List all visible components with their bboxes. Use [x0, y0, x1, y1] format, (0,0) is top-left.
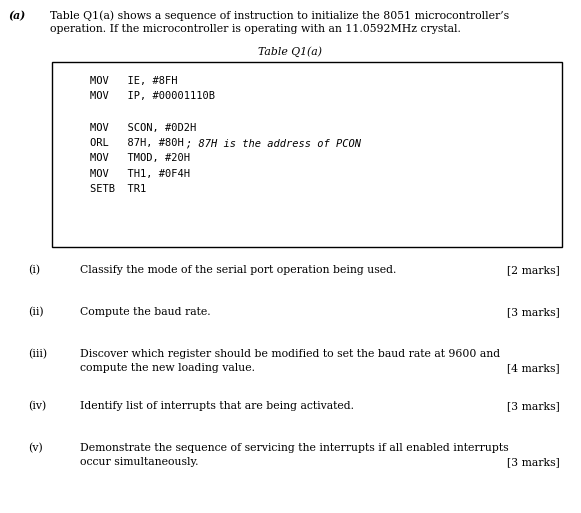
Text: Table Q1(a): Table Q1(a) [258, 46, 322, 56]
Text: occur simultaneously.: occur simultaneously. [80, 457, 199, 467]
Text: Compute the baud rate.: Compute the baud rate. [80, 307, 211, 317]
Text: (v): (v) [28, 443, 43, 453]
Text: (iii): (iii) [28, 349, 47, 359]
Text: SETB  TR1: SETB TR1 [90, 185, 146, 194]
Text: [3 marks]: [3 marks] [507, 307, 560, 317]
Text: ; 87H is the address of PCON: ; 87H is the address of PCON [185, 138, 361, 148]
Text: MOV   TMOD, #20H: MOV TMOD, #20H [90, 153, 190, 164]
Bar [52, 62, 562, 247]
Text: Demonstrate the sequence of servicing the interrupts if all enabled interrupts: Demonstrate the sequence of servicing th… [80, 443, 508, 453]
Text: [2 marks]: [2 marks] [507, 265, 560, 275]
Text: (ii): (ii) [28, 307, 44, 318]
Text: Table Q1(a) shows a sequence of instruction to initialize the 8051 microcontroll: Table Q1(a) shows a sequence of instruct… [50, 10, 509, 21]
Text: compute the new loading value.: compute the new loading value. [80, 363, 255, 373]
Text: [3 marks]: [3 marks] [507, 401, 560, 411]
Text: Discover which register should be modified to set the baud rate at 9600 and: Discover which register should be modifi… [80, 349, 500, 359]
Text: [3 marks]: [3 marks] [507, 457, 560, 467]
Text: Identify list of interrupts that are being activated.: Identify list of interrupts that are bei… [80, 401, 354, 411]
Text: [4 marks]: [4 marks] [507, 363, 560, 373]
Text: ORL   87H, #80H: ORL 87H, #80H [90, 138, 221, 148]
Text: operation. If the microcontroller is operating with an 11.0592MHz crystal.: operation. If the microcontroller is ope… [50, 24, 461, 34]
Text: MOV   SCON, #0D2H: MOV SCON, #0D2H [90, 123, 196, 132]
Text: MOV   TH1, #0F4H: MOV TH1, #0F4H [90, 169, 190, 179]
Text: MOV   IE, #8FH: MOV IE, #8FH [90, 76, 178, 86]
Text: (a): (a) [8, 10, 25, 21]
Text: Classify the mode of the serial port operation being used.: Classify the mode of the serial port ope… [80, 265, 396, 275]
Text: MOV   IP, #00001110B: MOV IP, #00001110B [90, 91, 215, 102]
Text: (iv): (iv) [28, 401, 46, 411]
Text: (i): (i) [28, 265, 40, 275]
